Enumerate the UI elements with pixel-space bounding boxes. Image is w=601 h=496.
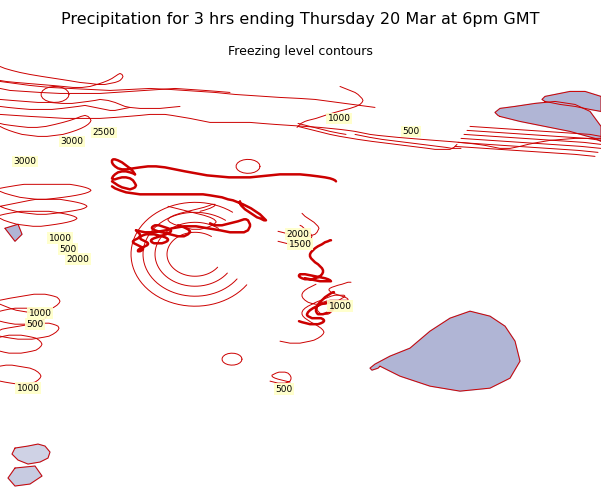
Text: 1000: 1000: [28, 309, 52, 318]
Text: 1000: 1000: [329, 302, 352, 310]
Text: 2000: 2000: [67, 255, 90, 264]
Text: 1000: 1000: [328, 114, 350, 123]
Polygon shape: [370, 311, 520, 391]
Text: Precipitation for 3 hrs ending Thursday 20 Mar at 6pm GMT: Precipitation for 3 hrs ending Thursday …: [61, 12, 540, 27]
Polygon shape: [542, 91, 601, 112]
Text: 3000: 3000: [13, 157, 37, 166]
Polygon shape: [8, 466, 42, 486]
Text: 500: 500: [275, 384, 293, 394]
Polygon shape: [5, 224, 22, 241]
Text: 500: 500: [403, 127, 419, 136]
Text: 1000: 1000: [49, 234, 72, 243]
Text: Freezing level contours: Freezing level contours: [228, 45, 373, 58]
Text: 1000: 1000: [16, 383, 40, 393]
Text: 500: 500: [59, 245, 76, 254]
Text: 2500: 2500: [93, 128, 115, 137]
Polygon shape: [495, 102, 601, 141]
Text: 1500: 1500: [288, 240, 311, 249]
Text: 3000: 3000: [61, 137, 84, 146]
Text: 500: 500: [26, 320, 44, 329]
Polygon shape: [12, 444, 50, 464]
Text: 2000: 2000: [287, 230, 310, 239]
